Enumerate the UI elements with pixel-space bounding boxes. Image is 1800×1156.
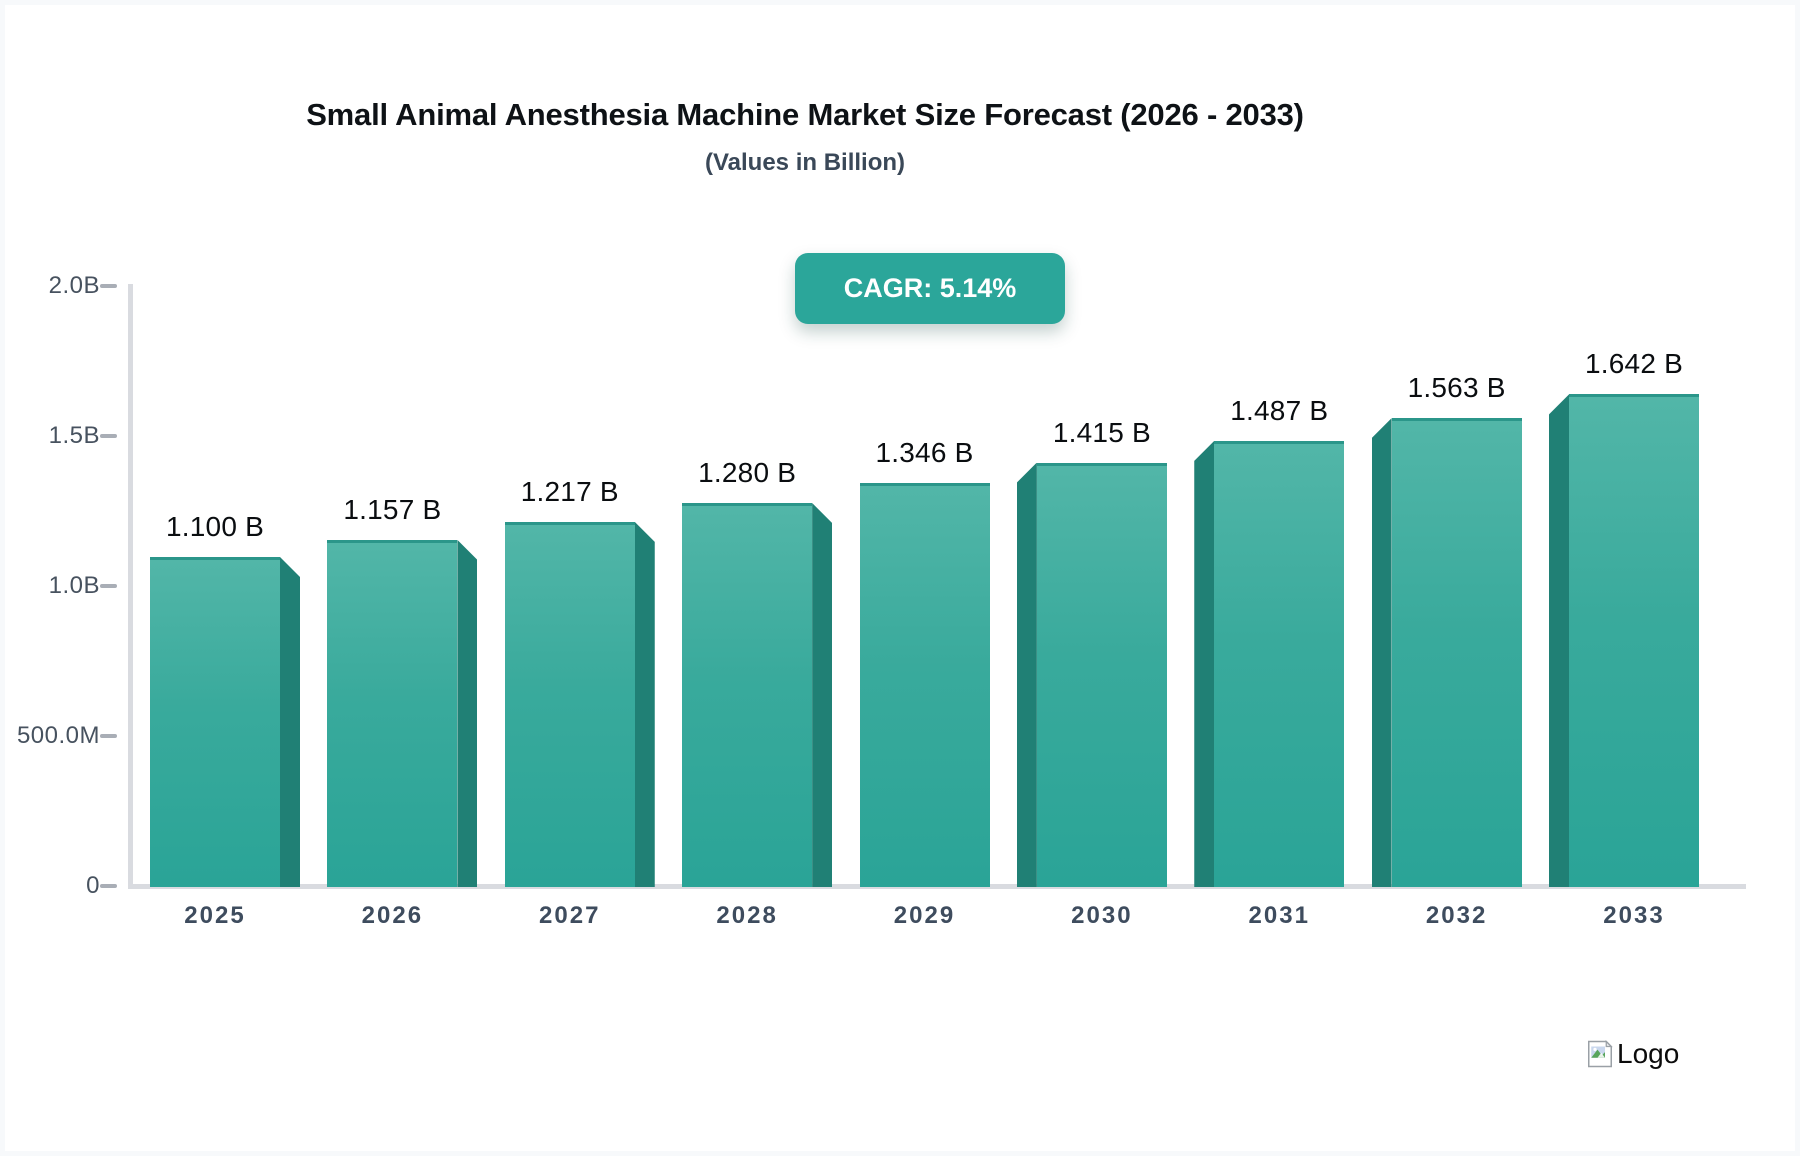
bar-2033[interactable] bbox=[1569, 394, 1699, 887]
bar-2031[interactable] bbox=[1214, 440, 1345, 887]
bar-value-label: 1.415 B bbox=[1052, 416, 1151, 448]
bar-value-label: 1.217 B bbox=[520, 475, 619, 507]
logo-alt-text: Logo bbox=[1617, 1038, 1680, 1069]
bar-value-label: 1.346 B bbox=[875, 437, 974, 469]
x-axis-label: 2027 bbox=[539, 902, 601, 929]
bar-2032-side-face bbox=[1371, 418, 1392, 887]
x-axis-label: 2029 bbox=[893, 902, 956, 929]
bar-2026-side-face bbox=[457, 539, 478, 887]
y-axis-label: 2.0B bbox=[48, 272, 100, 299]
y-axis-tick bbox=[100, 284, 117, 288]
bar-2028[interactable] bbox=[682, 503, 813, 887]
bar-2031-side-face bbox=[1194, 440, 1215, 887]
y-axis-tick bbox=[100, 434, 117, 438]
bar-value-label: 1.280 B bbox=[698, 457, 797, 488]
x-axis-label: 2033 bbox=[1603, 902, 1665, 929]
x-axis-label: 2025 bbox=[184, 902, 246, 929]
bar-2033-side-face bbox=[1549, 394, 1569, 887]
y-axis-tick bbox=[100, 584, 117, 588]
broken-image-icon bbox=[1588, 1039, 1613, 1068]
y-axis-tick bbox=[100, 884, 117, 888]
bar-2028-side-face bbox=[812, 503, 833, 887]
bar-2026[interactable] bbox=[327, 539, 458, 887]
y-axis-label: 1.0B bbox=[48, 572, 100, 599]
y-axis-tick bbox=[100, 734, 117, 738]
bar-value-label: 1.642 B bbox=[1585, 348, 1683, 380]
bar-value-label: 1.100 B bbox=[166, 511, 264, 542]
bar-2027-side-face bbox=[634, 521, 655, 887]
bar-2027[interactable] bbox=[504, 521, 635, 887]
bar-2025[interactable] bbox=[150, 557, 280, 887]
chart-title: Small Animal Anesthesia Machine Market S… bbox=[306, 97, 1304, 132]
y-axis-line bbox=[128, 284, 133, 889]
bar-value-label: 1.487 B bbox=[1230, 394, 1329, 426]
bar-2030-side-face bbox=[1016, 462, 1037, 887]
x-axis-label: 2028 bbox=[716, 902, 778, 929]
x-axis-label: 2032 bbox=[1425, 902, 1488, 929]
x-axis-label: 2031 bbox=[1248, 902, 1310, 929]
bar-value-label: 1.157 B bbox=[343, 493, 442, 525]
bar-2025-side-face bbox=[280, 557, 300, 887]
bar-2032[interactable] bbox=[1391, 418, 1522, 887]
y-axis-label: 0 bbox=[86, 872, 100, 899]
bar-value-label: 1.563 B bbox=[1407, 372, 1506, 404]
x-axis-label: 2030 bbox=[1071, 902, 1133, 929]
x-axis-label: 2026 bbox=[361, 902, 424, 929]
bar-2029[interactable] bbox=[859, 483, 990, 887]
bar-2030[interactable] bbox=[1036, 462, 1167, 887]
logo: Logo bbox=[1585, 1038, 1679, 1070]
chart-subtitle: (Values in Billion) bbox=[704, 149, 906, 176]
cagr-badge: CAGR: 5.14% bbox=[795, 253, 1065, 324]
y-axis-label: 1.5B bbox=[48, 422, 100, 449]
y-axis-label: 500.0M bbox=[16, 722, 100, 749]
